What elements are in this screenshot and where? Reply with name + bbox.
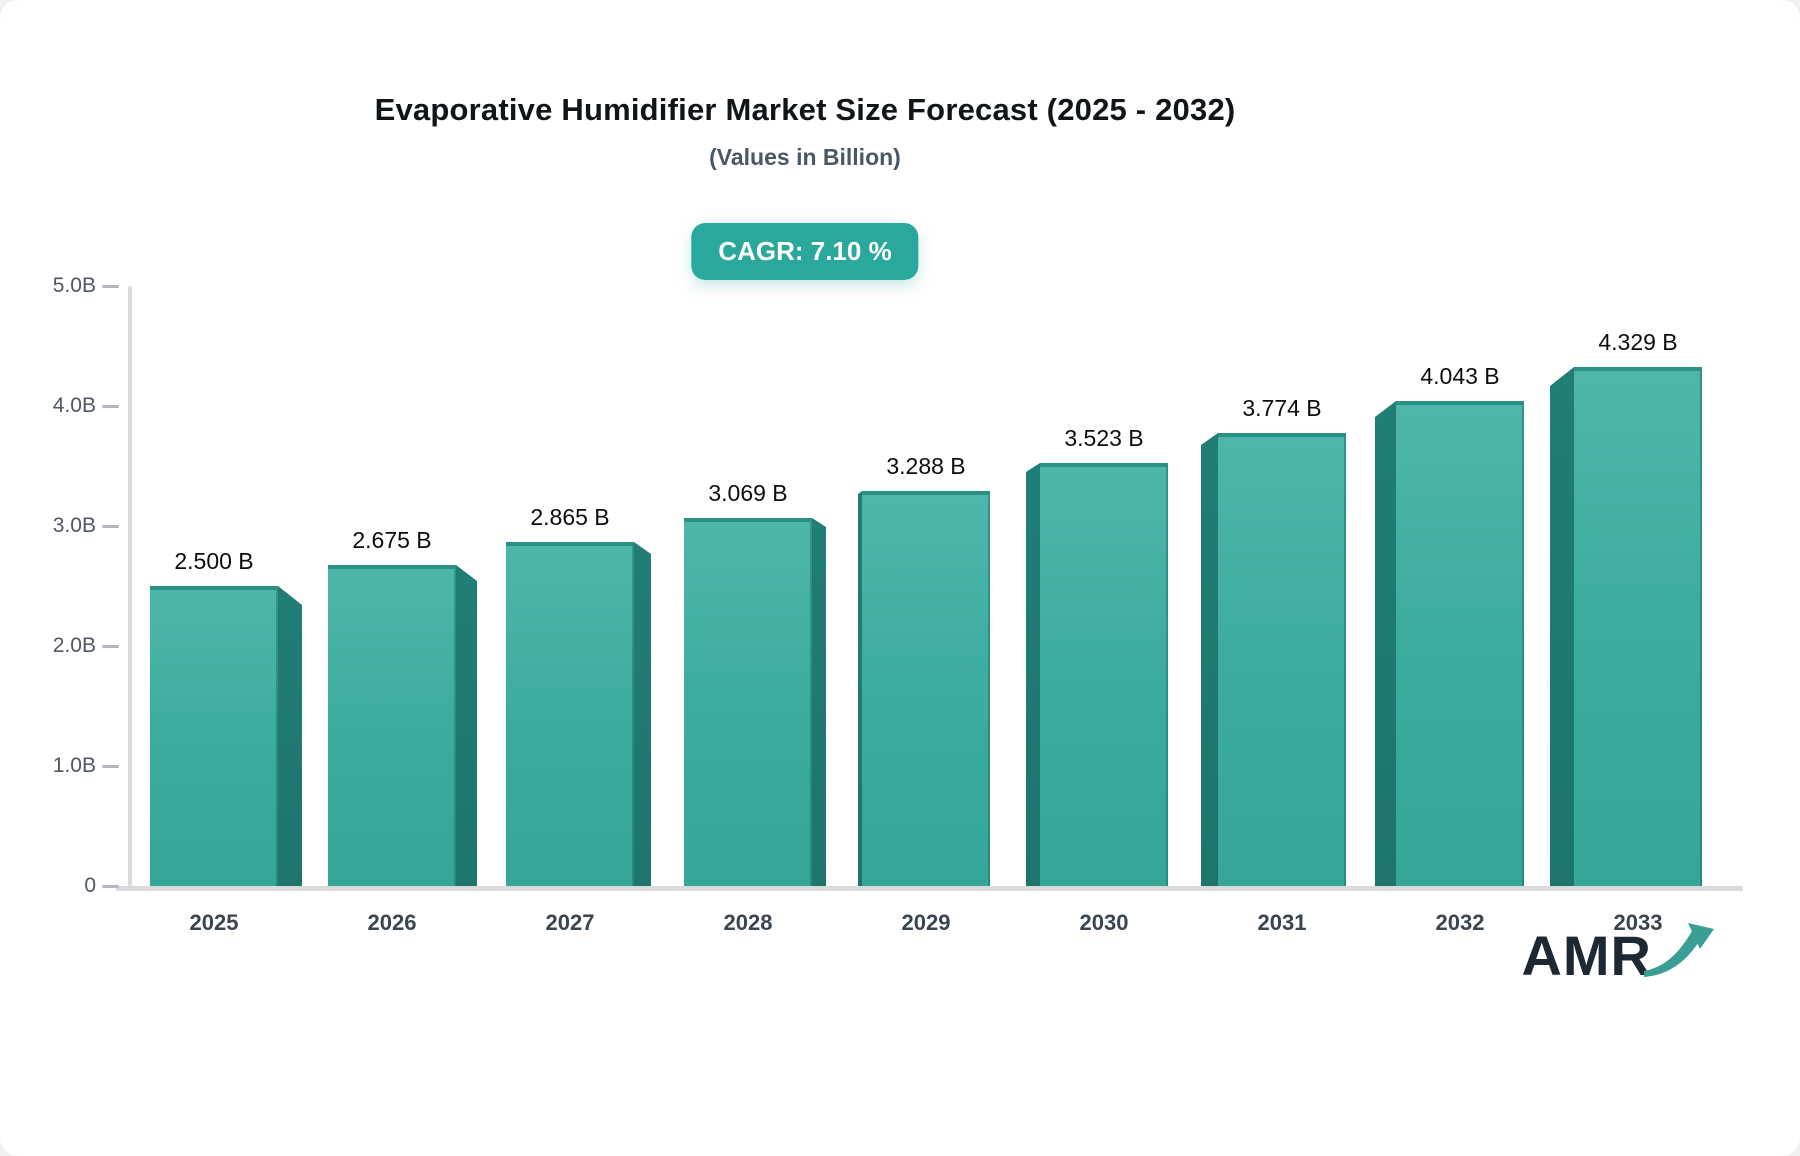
- bar-2028: [684, 518, 812, 886]
- chart-title: Evaporative Humidifier Market Size Forec…: [374, 92, 1236, 127]
- cagr-badge: CAGR: 7.10 %: [691, 223, 919, 280]
- bar-2033: [1574, 367, 1702, 886]
- bar-side-2033: [1550, 367, 1574, 886]
- bar-side-2032: [1375, 401, 1396, 886]
- x-tick-label: 2028: [723, 910, 773, 935]
- y-tick-label: 4.0B: [52, 394, 96, 417]
- bar-2029: [862, 491, 990, 886]
- y-tick-label: 1.0B: [52, 754, 96, 777]
- bar-2026: [328, 565, 456, 886]
- y-tick-mark: [102, 285, 119, 288]
- bar-value-label: 2.675 B: [352, 527, 432, 553]
- bar-value-label: 4.329 B: [1598, 329, 1678, 355]
- bar-side-2031: [1201, 433, 1218, 886]
- bar-side-2030: [1026, 463, 1040, 886]
- chart-header: Evaporative Humidifier Market Size Forec…: [0, 92, 1610, 171]
- bar-value-label: 4.043 B: [1420, 363, 1500, 389]
- bar-value-label: 3.288 B: [886, 453, 966, 479]
- bar-side-2027: [634, 542, 651, 886]
- x-tick-label: 2027: [545, 910, 595, 935]
- bar-side-2028: [812, 518, 826, 886]
- x-tick-label: 2029: [901, 910, 951, 935]
- x-tick-label: 2026: [367, 910, 417, 935]
- x-axis-line: [116, 886, 1743, 891]
- y-tick-label: 5.0B: [52, 274, 96, 297]
- x-tick-label: 2033: [1613, 910, 1663, 935]
- bar-2025: [150, 586, 278, 886]
- y-tick-label: 0: [84, 874, 96, 897]
- y-axis-line: [128, 286, 132, 886]
- bar-side-2029: [858, 491, 862, 886]
- growth-arrow-icon: [1644, 922, 1714, 977]
- bar-value-label: 2.865 B: [530, 504, 610, 530]
- y-tick-mark: [102, 645, 119, 648]
- bar-side-2025: [278, 586, 302, 886]
- y-tick-mark: [102, 885, 119, 888]
- y-tick-label: 3.0B: [52, 514, 96, 537]
- y-tick-mark: [102, 525, 119, 528]
- brand-logo-text: AMR: [1521, 924, 1652, 987]
- x-tick-label: 2031: [1257, 910, 1307, 935]
- y-tick-label: 2.0B: [52, 634, 96, 657]
- y-tick-mark: [102, 765, 119, 768]
- x-tick-label: 2032: [1435, 910, 1485, 935]
- bar-value-label: 3.523 B: [1064, 425, 1144, 451]
- brand-logo[interactable]: AMR: [1521, 922, 1716, 988]
- bar-2030: [1040, 463, 1168, 886]
- bar-side-2026: [456, 565, 477, 886]
- chart-subtitle: (Values in Billion): [709, 144, 901, 170]
- bar-2027: [506, 542, 634, 886]
- x-tick-label: 2030: [1079, 910, 1129, 935]
- bar-value-label: 3.774 B: [1242, 395, 1322, 421]
- bar-2032: [1396, 401, 1524, 886]
- bar-value-label: 2.500 B: [174, 548, 254, 574]
- y-tick-mark: [102, 405, 119, 408]
- bar-value-label: 3.069 B: [708, 480, 788, 506]
- x-tick-label: 2025: [189, 910, 239, 935]
- bar-2031: [1218, 433, 1346, 886]
